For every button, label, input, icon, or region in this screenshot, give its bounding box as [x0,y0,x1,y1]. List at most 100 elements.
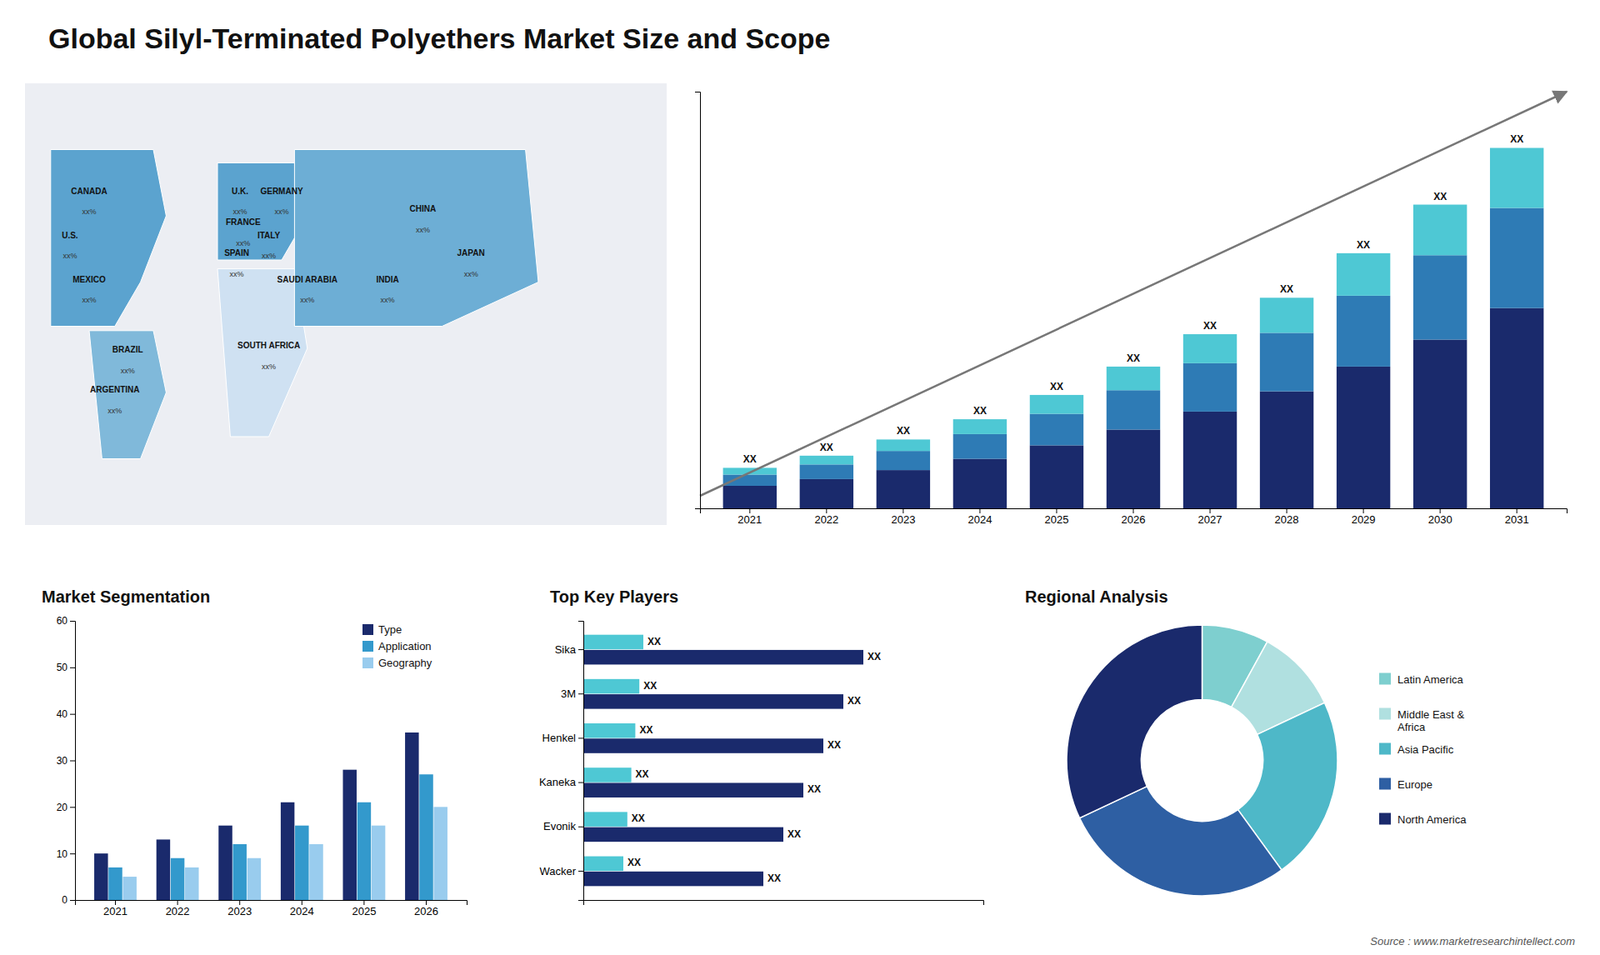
y-axis-tick: 20 [56,801,75,814]
map-value-label: xx% [274,207,289,216]
map-label: INDIA [375,275,399,285]
x-axis-tick: 2027 [1198,508,1223,526]
bar [583,827,784,843]
bar [1106,366,1160,390]
x-axis-tick-label: 2031 [1505,513,1530,526]
data-label: XX [1356,239,1370,251]
map-background [25,83,667,525]
bar [1260,391,1314,509]
legend-swatch [362,657,374,669]
bar [583,650,864,665]
map-value-label: xx% [81,295,96,305]
map-label: MEXICO [72,275,106,285]
bar [309,844,323,900]
y-axis-tick-mark [578,782,584,784]
y-axis-tick-mark [578,870,584,872]
figure: Global Silyl-Terminated Polyethers Marke… [0,0,1600,955]
legend-item: Geography [362,656,433,670]
y-axis-tick-mark [70,900,75,901]
legend-swatch [362,624,374,635]
x-axis-tick-label: 2022 [814,513,839,526]
y-axis-tick-mark [578,693,584,695]
data-label: XX [1203,320,1217,332]
bar [1260,332,1314,391]
data-label: XX [787,828,801,840]
data-label: XX [1280,283,1294,295]
y-axis-tick-label: 50 [56,661,69,674]
bar [1260,297,1314,333]
data-label: XX [1050,380,1064,393]
legend-label: Application [378,640,432,653]
x-axis-tick: 2030 [1428,508,1453,526]
map-value-label: xx% [230,270,245,279]
x-axis-line [584,900,985,906]
map-value-label: xx% [380,295,395,305]
bar [1106,390,1160,430]
y-axis-tick-mark [70,667,75,669]
y-axis-tick-mark [578,737,584,739]
continent-shape [294,150,539,327]
bar [1413,255,1467,340]
map-label: SPAIN [224,248,250,258]
bar [1336,253,1390,296]
legend-label: North America [1397,813,1467,826]
y-axis-tick: Kaneka [539,775,584,789]
source-note: Source : www.marketresearchintellect.com [1370,935,1575,948]
x-axis-tick: 2023 [890,508,915,526]
x-axis-line [75,900,468,906]
bar [232,844,246,900]
y-axis-tick-mark [70,853,75,855]
legend: Type Application Geography [362,623,433,670]
y-axis: Sika3MHenkelKanekaEvonikWacker [539,621,585,901]
bar [1183,334,1237,364]
x-axis-tick-mark [1133,508,1135,514]
map-value-label: xx% [300,295,315,305]
data-label: XX [867,650,881,663]
legend-label: Geography [378,656,433,670]
map-label: BRAZIL [112,345,144,355]
y-axis-line [578,621,585,901]
data-label: XX [827,739,841,751]
bar [218,825,232,900]
y-axis-tick-mark [70,806,75,808]
y-axis-tick-label: Wacker [539,865,576,878]
legend-label: Asia Pacific [1397,743,1455,756]
map-label: SAUDI ARABIA [277,275,338,285]
bar [876,450,930,470]
bar [433,806,447,900]
continent-shape [50,150,167,327]
bar [247,858,261,900]
plot-area [583,635,864,887]
chart-panel: 2021202220232024202520260102030405060Typ… [56,615,468,918]
legend-item: Type [362,623,402,636]
legend-swatch [1379,673,1391,685]
bar [583,767,632,783]
map-value-label: xx% [464,270,479,279]
chart-panel [1066,625,1338,896]
bar [1030,414,1084,446]
data-label: XX [896,425,910,437]
y-axis-tick-label: 3M [560,687,576,700]
bar [342,770,356,900]
x-axis-tick-mark [1363,508,1365,514]
x-axis-tick: 2026 [414,900,439,918]
x-axis-tick-mark [825,508,827,514]
x-axis-tick-label: 2022 [165,905,190,918]
x-axis-tick: 2024 [290,900,315,918]
x-axis-tick-label: 2024 [290,905,315,918]
bar [357,802,371,900]
chart-title: Regional Analysis [1025,587,1169,606]
legend-label: Middle East &Africa [1397,708,1465,734]
map-value-label: xx% [261,251,276,260]
y-axis-tick-label: Sika [555,643,577,656]
legend-item: Middle East &Africa [1379,708,1465,734]
legend: Latin AmericaMiddle East &AfricaAsia Pac… [1379,673,1467,826]
x-axis: 202120222023202420252026 [75,900,468,918]
bar [583,694,844,710]
y-axis-tick-label: 20 [56,801,69,814]
continent-shape [217,269,308,437]
x-axis-tick: 2025 [1045,508,1070,526]
map-value-label: xx% [261,362,276,371]
y-axis [695,92,701,510]
y-axis-tick-mark [70,620,75,622]
